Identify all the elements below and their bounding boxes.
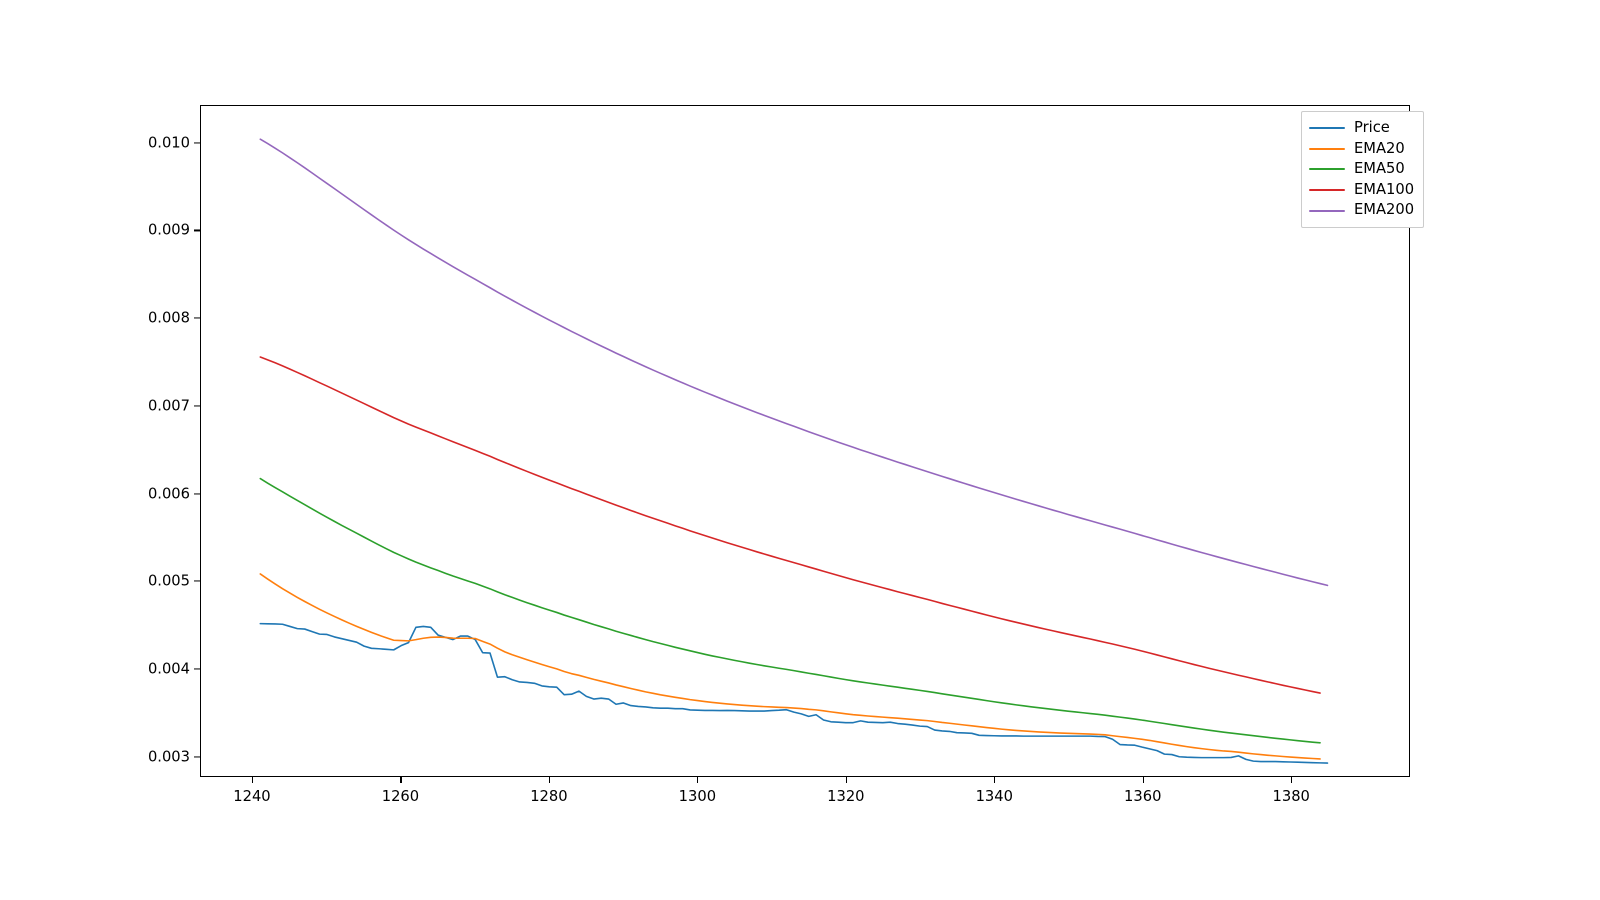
x-tick-mark	[1291, 777, 1293, 783]
x-tick-mark	[845, 777, 847, 783]
x-tick-label: 1280	[530, 788, 568, 805]
x-tick-label: 1320	[827, 788, 865, 805]
legend-item-ema50: EMA50	[1309, 159, 1414, 180]
legend-label: EMA50	[1354, 160, 1405, 178]
legend-label: EMA200	[1354, 201, 1415, 219]
y-tick-label: 0.006	[147, 485, 190, 503]
x-tick-label: 1360	[1124, 788, 1162, 805]
legend-item-ema20: EMA20	[1309, 139, 1414, 160]
legend-label: EMA20	[1354, 139, 1405, 157]
legend-color-swatch	[1309, 189, 1345, 192]
legend-label: EMA100	[1354, 180, 1415, 198]
y-tick-mark	[194, 580, 200, 582]
x-tick-label: 1240	[233, 788, 271, 805]
series-line-ema100	[260, 357, 1320, 693]
series-line-price	[260, 624, 1327, 763]
x-tick-label: 1340	[975, 788, 1013, 805]
series-line-ema20	[260, 574, 1320, 759]
x-tick-mark	[697, 777, 699, 783]
x-tick-mark	[400, 777, 402, 783]
legend-color-swatch	[1309, 147, 1345, 150]
x-tick-label: 1380	[1272, 788, 1310, 805]
series-line-ema200	[260, 139, 1327, 585]
x-tick-mark	[1142, 777, 1144, 783]
chart-legend: Price EMA20 EMA50 EMA100 EMA200	[1301, 111, 1425, 228]
legend-item-price: Price	[1309, 118, 1414, 139]
x-tick-label: 1300	[678, 788, 717, 805]
series-line-ema50	[260, 479, 1320, 743]
y-tick-label: 0.007	[147, 397, 190, 415]
y-tick-label: 0.008	[147, 309, 190, 327]
x-tick-mark	[994, 777, 996, 783]
y-tick-label: 0.005	[147, 572, 190, 590]
legend-color-swatch	[1309, 168, 1345, 171]
y-tick-label: 0.004	[147, 660, 190, 678]
x-tick-mark	[251, 777, 254, 783]
plot-lines-svg	[201, 106, 1409, 776]
x-tick-label: 1260	[381, 788, 420, 805]
legend-color-swatch	[1309, 209, 1345, 212]
legend-item-ema200: EMA200	[1309, 200, 1414, 221]
y-tick-mark	[194, 317, 200, 319]
y-tick-mark	[194, 668, 200, 670]
y-tick-mark	[194, 142, 200, 144]
y-tick-label: 0.010	[147, 134, 190, 152]
y-tick-label: 0.003	[147, 748, 190, 766]
y-tick-mark	[194, 229, 200, 231]
legend-color-swatch	[1309, 127, 1345, 130]
legend-label: Price	[1354, 118, 1390, 136]
y-tick-mark	[194, 493, 200, 495]
y-tick-label: 0.009	[147, 221, 190, 239]
y-tick-mark	[194, 405, 200, 407]
plot-area	[200, 105, 1410, 777]
legend-item-ema100: EMA100	[1309, 180, 1414, 201]
y-tick-mark	[194, 756, 200, 758]
x-tick-mark	[548, 777, 550, 783]
